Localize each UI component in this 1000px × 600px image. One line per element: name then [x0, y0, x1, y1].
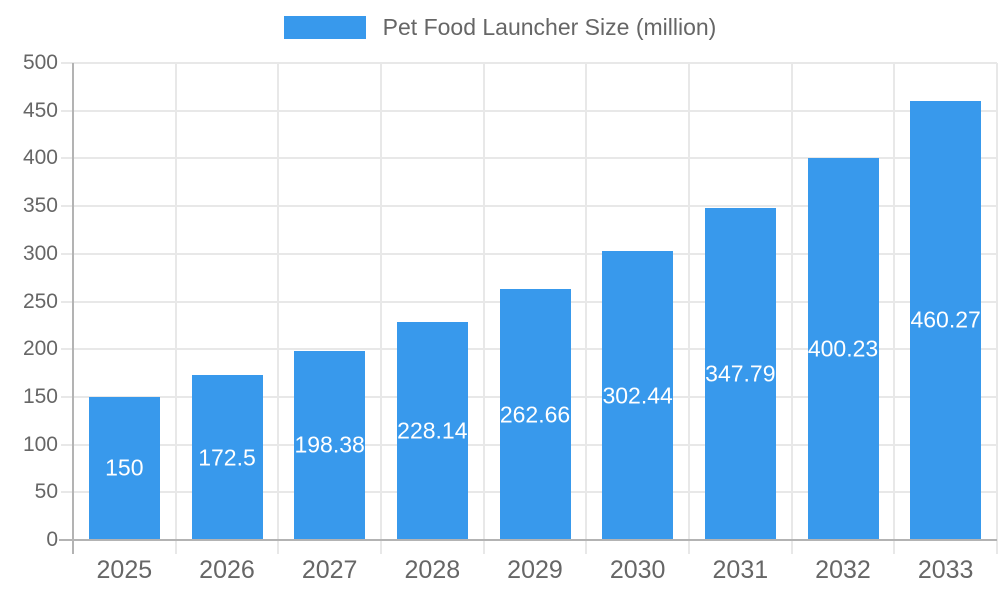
y-tick-label: 50 [34, 480, 58, 504]
x-tick-label: 2030 [609, 556, 666, 584]
bar-2025[interactable]: 150 [88, 396, 160, 540]
bar-2032[interactable]: 400.23 [807, 158, 879, 540]
bar-2028[interactable]: 228.14 [396, 322, 468, 540]
y-tick-label: 400 [22, 146, 58, 170]
bar-2026[interactable]: 172.5 [191, 375, 263, 540]
bar-value-label: 150 [105, 454, 144, 481]
bar-value-label: 198.38 [294, 431, 365, 458]
v-gridline [174, 63, 177, 554]
v-gridline [688, 63, 690, 554]
x-tick-label: 2028 [404, 556, 461, 584]
bar-2027[interactable]: 198.38 [294, 350, 366, 540]
y-tick-label: 300 [22, 241, 58, 265]
bar-value-label: 262.66 [499, 401, 571, 428]
x-tick-label: 2033 [917, 556, 974, 584]
bar-value-label: 228.14 [397, 417, 468, 444]
bar-2031[interactable]: 347.79 [704, 208, 776, 540]
bar-value-label: 400.23 [807, 335, 879, 362]
bar-2029[interactable]: 262.66 [499, 289, 571, 540]
bar-value-label: 172.5 [198, 444, 256, 471]
x-tick-label: 2029 [507, 556, 563, 584]
v-gridline [996, 63, 998, 554]
bar-value-label: 460.27 [910, 306, 981, 333]
x-tick-label: 2025 [96, 556, 153, 584]
legend-item-series[interactable]: Pet Food Launcher Size (million) [283, 14, 717, 41]
y-axis-line [72, 63, 74, 554]
y-tick-label: 150 [22, 384, 58, 408]
h-gridline [61, 62, 997, 64]
y-tick-label: 0 [46, 528, 58, 551]
bar-2030[interactable]: 302.44 [602, 251, 674, 540]
y-tick-label: 200 [22, 337, 58, 361]
x-tick-label: 2026 [199, 556, 255, 584]
y-tick-label: 100 [22, 432, 58, 456]
x-tick-label: 2027 [301, 556, 358, 584]
legend-series-label: Pet Food Launcher Size (million) [382, 14, 717, 40]
bar-value-label: 347.79 [705, 360, 776, 387]
y-tick-label: 450 [22, 98, 58, 122]
x-tick-label: 2032 [815, 556, 871, 584]
bar-value-label: 302.44 [602, 382, 673, 409]
v-gridline [585, 63, 588, 554]
v-gridline [482, 63, 485, 554]
h-gridline [61, 109, 997, 112]
v-gridline [790, 63, 793, 554]
y-tick-label: 500 [22, 51, 58, 74]
y-tick-label: 250 [22, 289, 58, 313]
y-tick-label: 350 [22, 194, 58, 218]
v-gridline [893, 63, 896, 554]
chart-legend: Pet Food Launcher Size (million) [0, 14, 1000, 41]
bar-2033[interactable]: 460.27 [910, 100, 982, 540]
v-gridline [277, 63, 280, 554]
x-tick-label: 2031 [712, 556, 769, 584]
legend-color-swatch [283, 16, 366, 39]
v-gridline [380, 63, 382, 554]
